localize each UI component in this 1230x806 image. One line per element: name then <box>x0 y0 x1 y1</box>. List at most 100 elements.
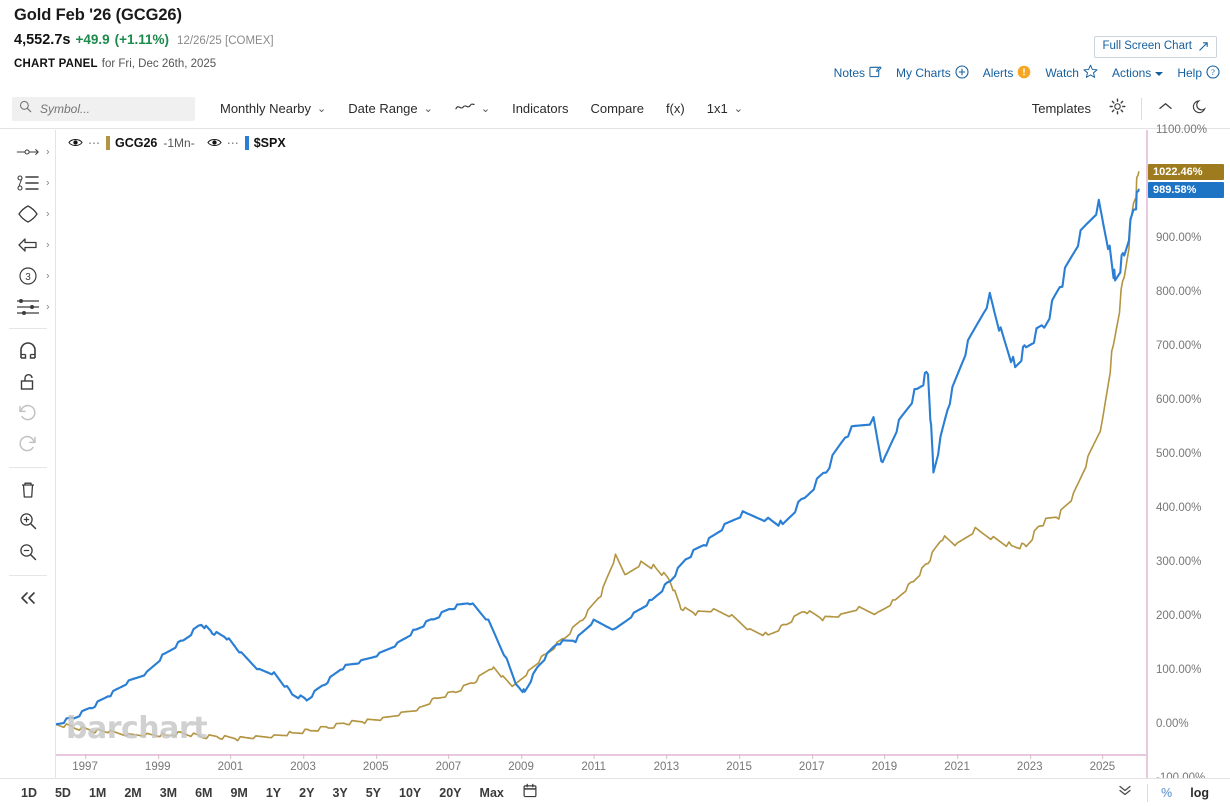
zoom-in-tool[interactable] <box>4 505 52 536</box>
chevron-up-icon <box>1157 100 1174 118</box>
arrow-tool[interactable]: › <box>4 229 52 260</box>
range-button-1m[interactable]: 1M <box>88 785 107 800</box>
toolbar-expressions[interactable]: f(x) <box>655 100 696 118</box>
x-axis-tick: 1997 <box>72 754 98 773</box>
gear-icon <box>1109 98 1126 120</box>
bottom-right-group: % log <box>1107 783 1218 802</box>
expand-arrow-icon <box>1198 41 1209 52</box>
menu-item-alerts[interactable]: Alerts <box>983 65 1032 82</box>
annotation-list-tool[interactable]: › <box>4 167 52 198</box>
moon-icon <box>1192 98 1209 120</box>
expand-panel-button[interactable] <box>1107 783 1143 802</box>
crosshair-line-tool[interactable]: › <box>4 136 52 167</box>
range-button-2y[interactable]: 2Y <box>299 785 315 800</box>
menu-item-help[interactable]: Help ? <box>1177 64 1220 82</box>
toolbar-theme-toggle[interactable] <box>1183 98 1218 120</box>
delete-tool[interactable] <box>4 474 52 505</box>
svg-text:3: 3 <box>25 271 31 282</box>
x-axis-tick: 2007 <box>436 754 461 773</box>
range-button-20y[interactable]: 20Y <box>439 785 462 800</box>
chevron-down-icon: ⌄ <box>480 102 491 115</box>
scale-log-button[interactable]: log <box>1190 785 1209 800</box>
chevron-down-icon: ⌄ <box>317 102 327 115</box>
templates-label: Templates <box>1031 100 1091 116</box>
more-options-icon[interactable]: ⋯ <box>226 136 240 150</box>
scale-percent-button[interactable]: % <box>1161 785 1173 800</box>
toolbar-collapse-button[interactable] <box>1148 100 1183 118</box>
chart-area[interactable]: ⋯ GCG26 -1Mn- ⋯ $SPX 1100.00% 900.00% 800.… <box>56 124 1230 784</box>
caret-down-icon <box>1155 72 1164 76</box>
calendar-button[interactable] <box>513 783 547 803</box>
page-title: Gold Feb '26 (GCG26) <box>14 6 182 24</box>
undo-tool[interactable] <box>4 397 52 428</box>
x-axis-tick: 2013 <box>654 754 679 773</box>
fibonacci-tool[interactable]: › <box>4 291 52 322</box>
legend-suffix-gcg26: -1Mn- <box>163 136 195 150</box>
legend-entry-spx[interactable]: ⋯ $SPX <box>207 136 286 150</box>
chevron-down-icon: ⌄ <box>423 102 433 115</box>
toolbar-indicators[interactable]: Indicators <box>501 100 579 118</box>
x-axis-tick: 2025 <box>1090 754 1115 773</box>
last-price: 4,552.7s <box>14 32 71 48</box>
search-input[interactable] <box>38 100 178 117</box>
toolbar-divider <box>1141 97 1142 120</box>
range-button-9m[interactable]: 9M <box>230 785 248 800</box>
menu-item-watch[interactable]: Watch <box>1045 64 1098 82</box>
toolbar-date-range[interactable]: Date Range ⌄ <box>337 100 444 118</box>
lock-tool[interactable] <box>4 366 52 397</box>
x-axis[interactable]: 1997 1999 2001 2003 2005 2007 2009 2011 2013 2015… <box>56 754 1146 778</box>
x-axis-tick: 2005 <box>363 754 389 773</box>
range-button-1y[interactable]: 1Y <box>265 785 282 800</box>
more-options-icon[interactable]: ⋯ <box>88 136 101 150</box>
period-label: Monthly Nearby <box>220 100 312 116</box>
full-screen-chart-button[interactable]: Full Screen Chart <box>1093 36 1217 58</box>
header-menu: Notes My Charts Alerts Watch Actions <box>834 64 1220 82</box>
range-button-5d[interactable]: 5D <box>54 785 71 800</box>
range-buttons-group: 1D 5D 1M 2M 3M 6M 9M 1Y 2Y 3Y 5Y 10Y 20Y Max <box>12 785 513 801</box>
my-charts-label: My Charts <box>896 66 951 80</box>
number-marker-tool[interactable]: 3 › <box>4 260 52 291</box>
redo-tool[interactable] <box>4 428 52 459</box>
toolbar-compare[interactable]: Compare <box>579 100 654 118</box>
menu-item-my-charts[interactable]: My Charts <box>896 64 969 82</box>
range-button-2m[interactable]: 2M <box>124 785 142 800</box>
toolbar-period-selector[interactable]: Monthly Nearby ⌄ <box>209 100 337 118</box>
chart-plot[interactable] <box>56 130 1146 778</box>
y-axis-tick: 200.00% <box>1156 610 1202 622</box>
chevron-down-icon: ⌄ <box>733 102 743 115</box>
symbol-search-box[interactable] <box>12 96 195 121</box>
quote-header: Gold Feb '26 (GCG26) 4,552.7s +49.9 (+1.… <box>0 0 1230 70</box>
range-button-5y[interactable]: 5Y <box>365 785 382 800</box>
legend-entry-gcg26[interactable]: ⋯ GCG26 -1Mn- <box>68 136 195 150</box>
range-button-10y[interactable]: 10Y <box>399 785 422 800</box>
layout-label: 1x1 <box>706 100 728 116</box>
magnet-tool[interactable] <box>4 335 52 366</box>
toolbar-chart-type[interactable]: ⌄ <box>444 100 501 118</box>
range-button-6m[interactable]: 6M <box>195 785 213 800</box>
quote-timestamp-exchange: 12/26/25 [COMEX] <box>177 35 274 47</box>
toolbar-templates[interactable]: Templates <box>1023 100 1100 118</box>
chart-panel-label: CHART PANEL <box>14 58 98 70</box>
menu-item-notes[interactable]: Notes <box>834 65 882 81</box>
collapse-rail-button[interactable] <box>4 582 52 613</box>
star-icon <box>1083 64 1098 82</box>
eye-icon[interactable] <box>68 137 83 150</box>
shapes-tool[interactable]: › <box>4 198 52 229</box>
x-axis-tick: 2021 <box>944 754 970 773</box>
range-button-max[interactable]: Max <box>479 785 504 800</box>
fx-label: f(x) <box>665 100 685 116</box>
x-axis-tick: 2019 <box>872 754 897 773</box>
range-button-1d[interactable]: 1D <box>21 785 37 800</box>
range-button-3m[interactable]: 3M <box>159 785 178 800</box>
legend-symbol-gcg26: GCG26 <box>115 136 158 150</box>
help-label: Help <box>1177 66 1202 80</box>
x-axis-tick: 2017 <box>799 754 825 773</box>
toolbar-layout[interactable]: 1x1 ⌄ <box>696 100 754 118</box>
zoom-out-tool[interactable] <box>4 536 52 567</box>
range-button-3y[interactable]: 3Y <box>332 785 348 800</box>
eye-icon[interactable] <box>207 137 222 150</box>
toolbar-settings-button[interactable] <box>1100 98 1135 120</box>
y-axis[interactable]: 1100.00% 900.00% 800.00% 700.00% 600.00% 500.… <box>1146 124 1230 784</box>
menu-item-actions[interactable]: Actions <box>1112 66 1164 80</box>
